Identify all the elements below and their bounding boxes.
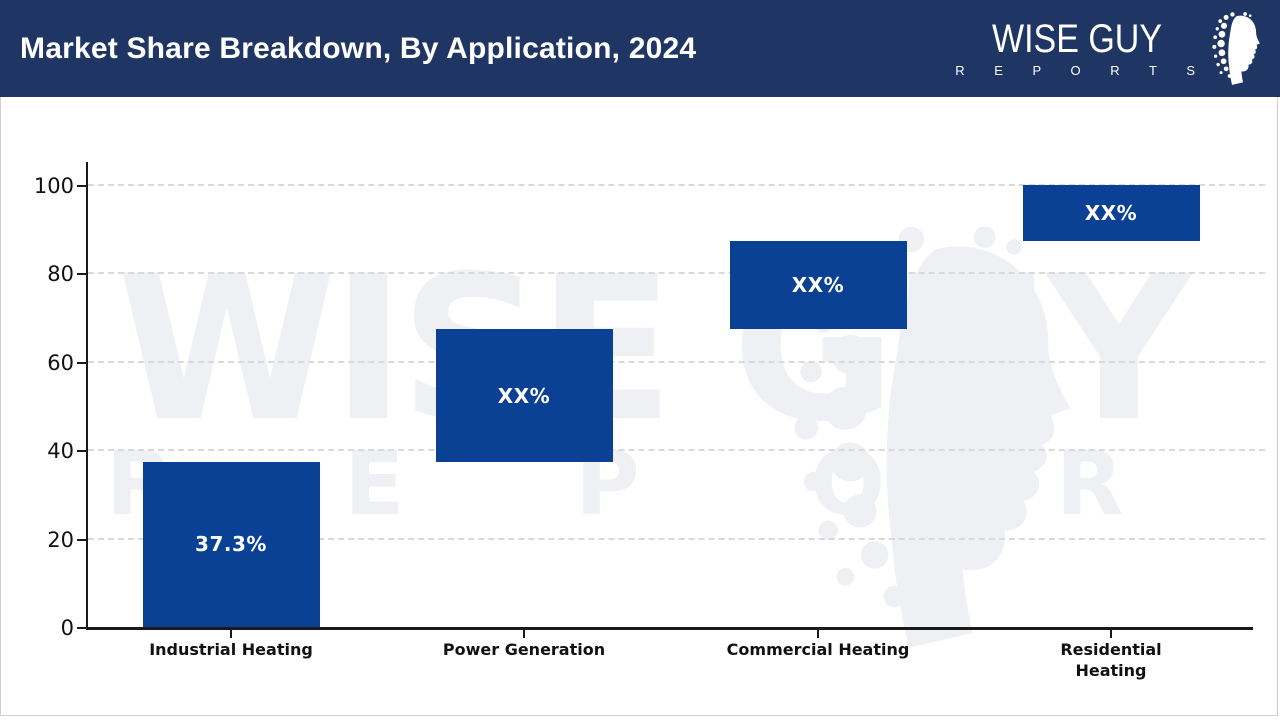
y-tick-label-80: 80 (47, 262, 74, 286)
bar-value-label: XX% (1084, 200, 1138, 225)
x-axis-label-industrial-heating: Industrial Heating (121, 640, 341, 661)
y-tick-mark-60 (77, 361, 86, 364)
y-tick-mark-100 (77, 184, 86, 187)
x-tick-mark-power-generation (523, 630, 525, 638)
bar-industrial-heating: 37.3% (142, 461, 320, 627)
gridline-80 (88, 272, 1265, 274)
x-axis-label-power-generation: Power Generation (414, 640, 634, 661)
x-tick-mark-commercial-heating (817, 630, 819, 638)
y-tick-mark-20 (77, 538, 86, 541)
header: Market Share Breakdown, By Application, … (0, 0, 1280, 97)
y-tick-label-40: 40 (47, 439, 74, 463)
page-title: Market Share Breakdown, By Application, … (20, 31, 697, 65)
bar-value-label: 37.3% (195, 532, 267, 557)
x-tick-mark-industrial-heating (230, 630, 232, 638)
y-axis-line (86, 162, 88, 630)
brand-subname: R E P O R T S (955, 63, 1208, 78)
x-axis-label-line: Power Generation (442, 640, 606, 659)
y-tick-label-100: 100 (33, 173, 74, 198)
brand-wordmark: WISE GUY R E P O R T S (945, 19, 1208, 78)
x-axis-label-line: Commercial Heating (726, 640, 910, 659)
x-axis-label-commercial-heating: Commercial Heating (708, 640, 928, 661)
brand-logo: WISE GUY R E P O R T S (945, 11, 1262, 87)
x-axis-label-residential-heating: Residential Heating (1001, 640, 1221, 682)
x-axis-label-line: Residential (1060, 640, 1162, 659)
gridline-20 (88, 537, 1265, 540)
x-axis-line (86, 627, 1253, 630)
bar-commercial-heating: XX% (729, 240, 907, 330)
y-tick-label-0: 0 (60, 616, 74, 640)
y-tick-label-60: 60 (47, 350, 74, 375)
y-tick-label-20: 20 (47, 527, 74, 552)
x-axis-label-line: Heating (1075, 660, 1147, 680)
gridline-100 (88, 183, 1265, 186)
bar-residential-heating: XX% (1022, 184, 1200, 241)
x-axis-label-line: Industrial Heating (149, 640, 313, 659)
y-tick-mark-40 (77, 450, 86, 452)
y-tick-mark-80 (77, 273, 86, 275)
x-tick-mark-residential-heating (1110, 630, 1112, 638)
bar-power-generation: XX% (435, 329, 613, 462)
bar-value-label: XX% (791, 272, 845, 297)
gridline-40 (88, 449, 1265, 451)
y-tick-mark-0 (77, 627, 86, 629)
gridline-60 (88, 360, 1265, 363)
brand-name: WISE GUY (991, 17, 1162, 61)
bar-value-label: XX% (497, 383, 551, 408)
